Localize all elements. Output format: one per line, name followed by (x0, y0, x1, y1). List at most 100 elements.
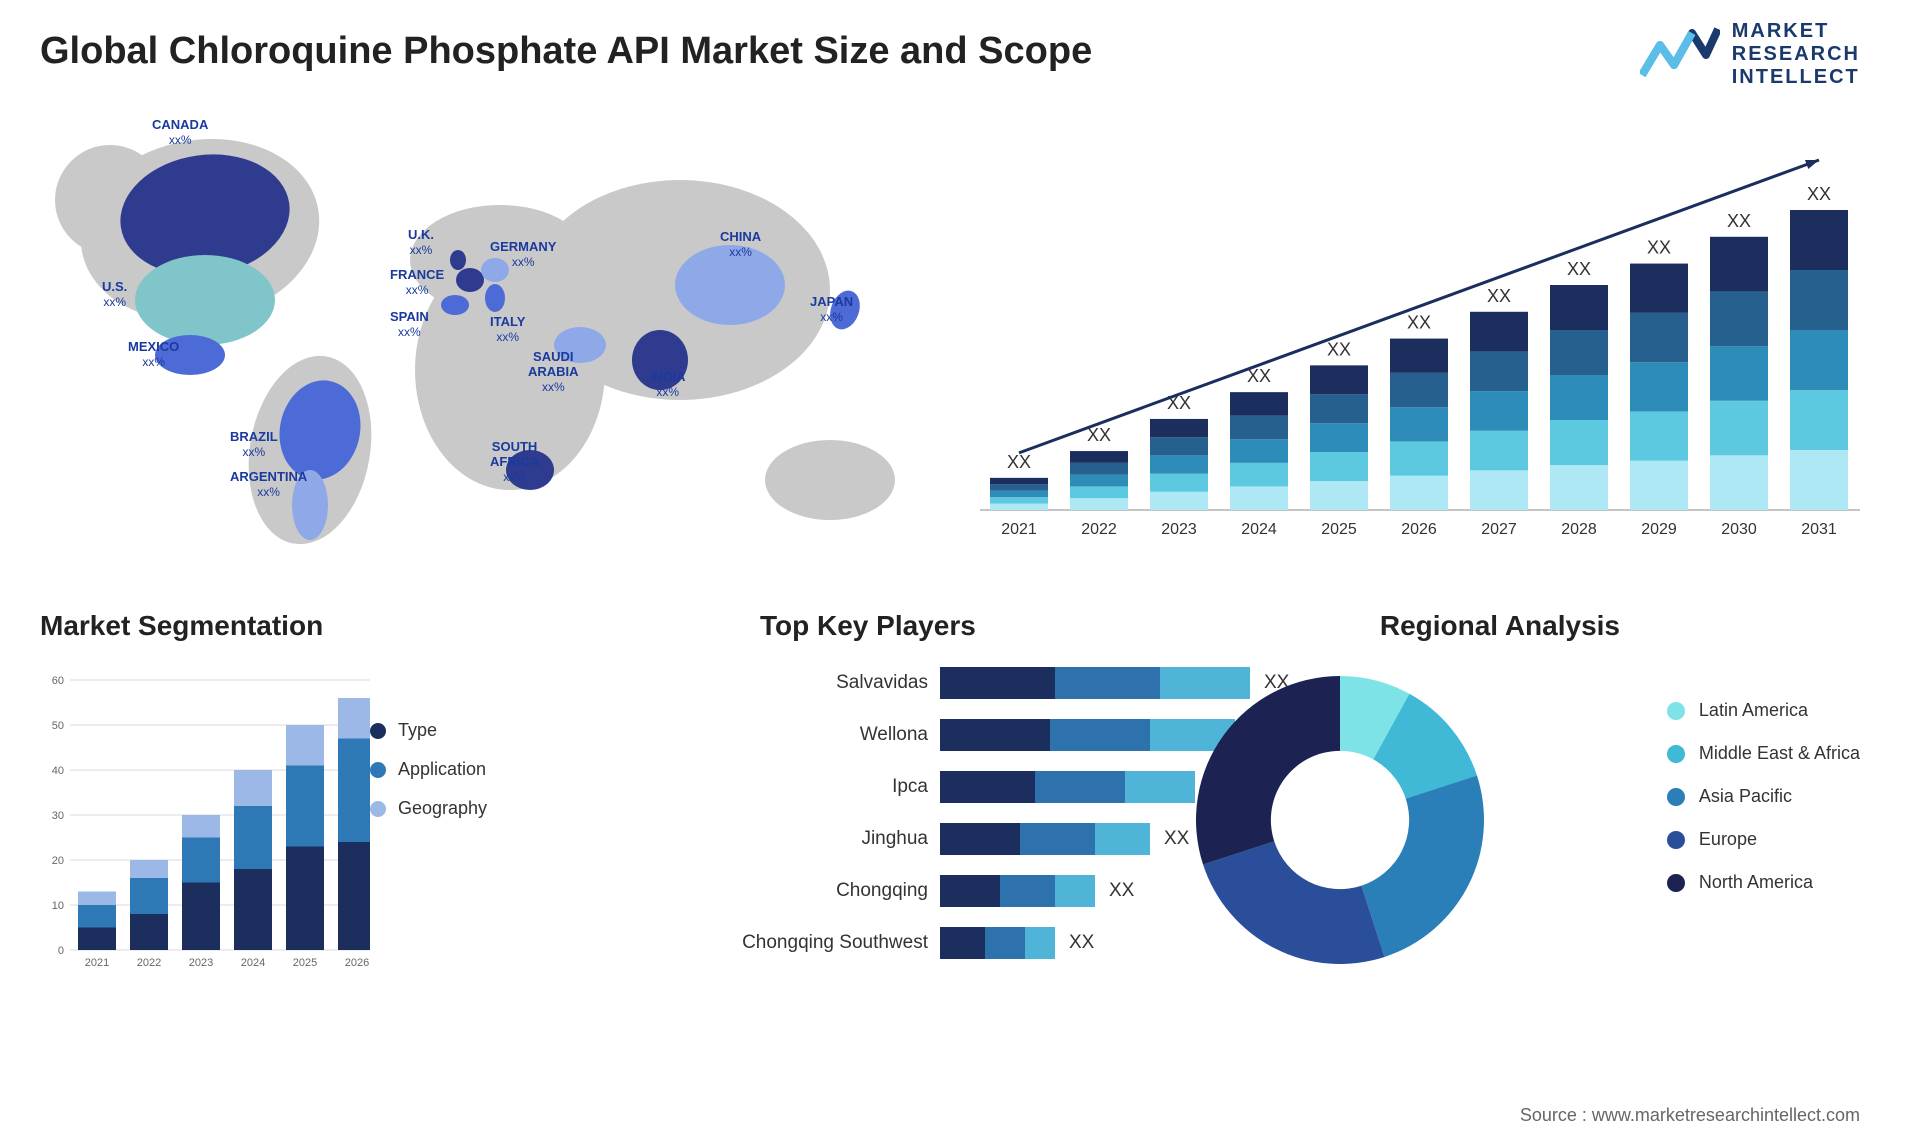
regional-legend-item: Europe (1667, 829, 1860, 850)
segmentation-legend-item: Application (370, 759, 487, 780)
bar-segment (1000, 875, 1055, 907)
logo-line3: INTELLECT (1732, 66, 1860, 89)
bar-segment (985, 927, 1025, 959)
key-player-name: Jinghua (740, 828, 940, 850)
key-player-bar (940, 771, 1195, 803)
regional-legend-item: Latin America (1667, 700, 1860, 721)
svg-text:50: 50 (52, 720, 64, 732)
key-player-name: Salvavidas (740, 672, 940, 694)
map-label-germany: GERMANYxx% (490, 240, 556, 270)
map-label-france: FRANCExx% (390, 268, 444, 298)
svg-text:2026: 2026 (345, 957, 369, 969)
key-player-name: Wellona (740, 724, 940, 746)
svg-text:2031: 2031 (1801, 521, 1837, 538)
regional-donut (1180, 660, 1520, 1040)
logo-line2: RESEARCH (1732, 43, 1860, 66)
legend-swatch (1667, 831, 1685, 849)
svg-text:2025: 2025 (1321, 521, 1357, 538)
donut-slice (1196, 676, 1340, 864)
key-player-bar (940, 875, 1095, 907)
bar-segment (940, 667, 1055, 699)
legend-swatch (370, 723, 386, 739)
svg-text:0: 0 (58, 945, 64, 957)
svg-text:2025: 2025 (293, 957, 317, 969)
logo-icon (1640, 25, 1720, 85)
svg-text:2026: 2026 (1401, 521, 1437, 538)
regional-title: Regional Analysis (1380, 610, 1620, 642)
legend-label: North America (1699, 872, 1813, 893)
svg-text:2024: 2024 (1241, 521, 1277, 538)
legend-swatch (370, 762, 386, 778)
donut-slice (1203, 841, 1384, 964)
legend-swatch (1667, 788, 1685, 806)
svg-text:2022: 2022 (137, 957, 161, 969)
map-label-argentina: ARGENTINAxx% (230, 470, 307, 500)
svg-text:XX: XX (1567, 259, 1591, 279)
legend-label: Asia Pacific (1699, 786, 1792, 807)
map-label-saudi-arabia: SAUDIARABIAxx% (528, 350, 579, 395)
legend-label: Middle East & Africa (1699, 743, 1860, 764)
svg-text:XX: XX (1007, 452, 1031, 472)
bar-segment (940, 927, 985, 959)
key-player-value: XX (1109, 880, 1134, 902)
segmentation-title: Market Segmentation (40, 610, 323, 642)
legend-swatch (1667, 874, 1685, 892)
map-label-brazil: BRAZILxx% (230, 430, 278, 460)
regional-legend-item: North America (1667, 872, 1860, 893)
map-label-u-s-: U.S.xx% (102, 280, 127, 310)
donut-slice (1361, 776, 1484, 957)
main-bar-chart: XX2021XX2022XX2023XX2024XX2025XX2026XX20… (980, 130, 1860, 560)
svg-text:2023: 2023 (189, 957, 213, 969)
legend-label: Geography (398, 798, 487, 819)
bar-segment (1055, 667, 1160, 699)
svg-text:XX: XX (1727, 211, 1751, 231)
legend-label: Type (398, 720, 437, 741)
svg-text:2029: 2029 (1641, 521, 1677, 538)
logo-line1: MARKET (1732, 20, 1860, 43)
key-players-title: Top Key Players (760, 610, 976, 642)
segmentation-legend-item: Type (370, 720, 487, 741)
brand-logo: MARKET RESEARCH INTELLECT (1640, 20, 1860, 89)
key-player-value: XX (1069, 932, 1094, 954)
svg-text:2023: 2023 (1161, 521, 1197, 538)
svg-text:XX: XX (1647, 238, 1671, 258)
map-label-india: INDIAxx% (650, 370, 685, 400)
bar-segment (1035, 771, 1125, 803)
bar-segment (940, 875, 1000, 907)
svg-text:XX: XX (1807, 184, 1831, 204)
map-label-u-k-: U.K.xx% (408, 228, 434, 258)
bar-segment (1050, 719, 1150, 751)
legend-swatch (1667, 745, 1685, 763)
svg-text:2022: 2022 (1081, 521, 1117, 538)
world-map: CANADAxx% U.S.xx% MEXICOxx% BRAZILxx% ARGENT… (40, 110, 940, 560)
segmentation-legend-item: Geography (370, 798, 487, 819)
bar-segment (1095, 823, 1150, 855)
legend-label: Latin America (1699, 700, 1808, 721)
regional-legend-item: Asia Pacific (1667, 786, 1860, 807)
page-title: Global Chloroquine Phosphate API Market … (40, 30, 1092, 73)
bar-segment (940, 771, 1035, 803)
legend-swatch (1667, 702, 1685, 720)
bar-segment (1055, 875, 1095, 907)
map-label-canada: CANADAxx% (152, 118, 208, 148)
bar-segment (1025, 927, 1055, 959)
svg-text:2024: 2024 (241, 957, 265, 969)
map-label-south-africa: SOUTHAFRICAxx% (490, 440, 539, 485)
map-label-mexico: MEXICOxx% (128, 340, 179, 370)
svg-text:20: 20 (52, 855, 64, 867)
source-text: Source : www.marketresearchintellect.com (1520, 1105, 1860, 1126)
segmentation-chart: 0102030405060202120222023202420252026 (40, 660, 560, 1040)
svg-text:2021: 2021 (1001, 521, 1037, 538)
svg-text:XX: XX (1487, 286, 1511, 306)
svg-text:40: 40 (52, 765, 64, 777)
key-player-name: Chongqing (740, 880, 940, 902)
svg-text:2027: 2027 (1481, 521, 1517, 538)
svg-text:30: 30 (52, 810, 64, 822)
map-label-china: CHINAxx% (720, 230, 761, 260)
key-player-name: Ipca (740, 776, 940, 798)
svg-text:2028: 2028 (1561, 521, 1597, 538)
regional-legend: Latin America Middle East & Africa Asia Pa… (1667, 700, 1860, 915)
svg-text:2021: 2021 (85, 957, 109, 969)
svg-text:60: 60 (52, 675, 64, 687)
key-player-name: Chongqing Southwest (740, 932, 940, 954)
